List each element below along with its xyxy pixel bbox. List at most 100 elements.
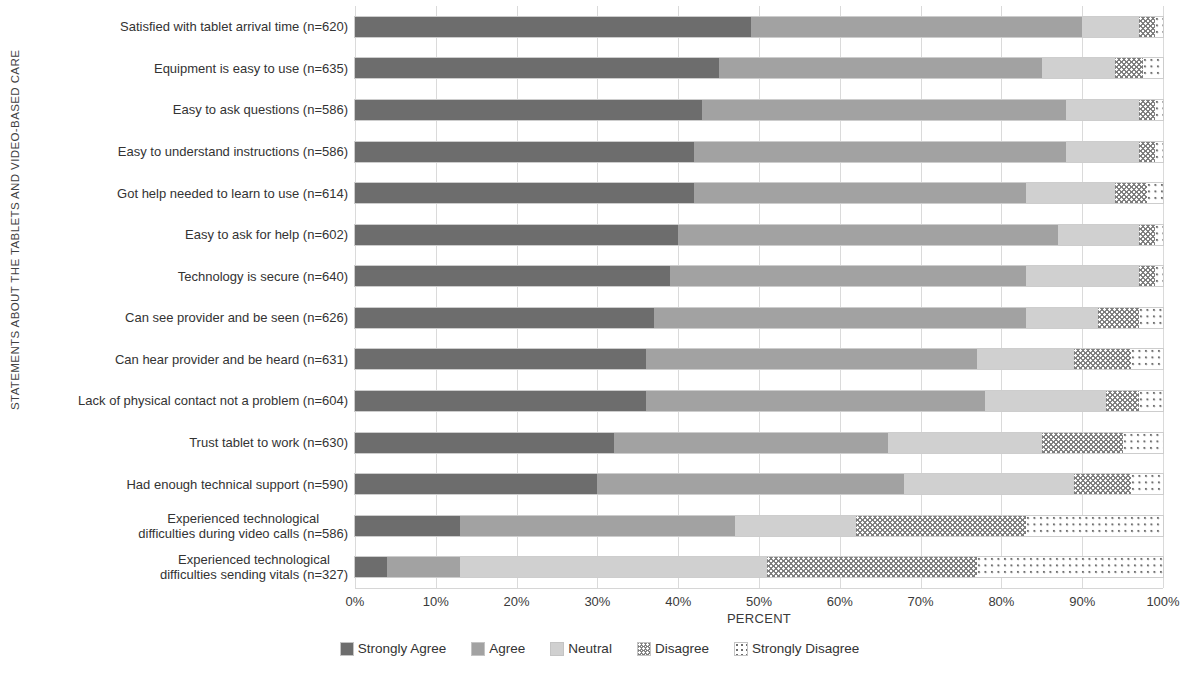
category-label: Easy to ask for help (n=602) xyxy=(185,227,348,242)
legend-label: Strongly Agree xyxy=(358,641,447,656)
stacked-bar xyxy=(355,17,1163,37)
bar-row xyxy=(355,297,1163,339)
category-label-row: Easy to ask for help (n=602) xyxy=(28,214,348,256)
bar-segment-agree xyxy=(702,100,1066,120)
bar-segment-strongly-agree xyxy=(355,17,751,37)
bar-segment-neutral xyxy=(888,433,1042,453)
category-label: Equipment is easy to use (n=635) xyxy=(154,61,348,76)
stacked-bar-chart: STATEMENTS ABOUT THE TABLETS AND VIDEO-B… xyxy=(0,0,1200,675)
bar-segment-disagree xyxy=(1139,100,1155,120)
bar-segment-neutral xyxy=(977,349,1074,369)
bar-segment-disagree xyxy=(1074,349,1131,369)
stacked-bar xyxy=(355,349,1163,369)
category-label: Can hear provider and be heard (n=631) xyxy=(115,352,348,367)
category-label: Satisfied with tablet arrival time (n=62… xyxy=(120,19,348,34)
bar-segment-disagree xyxy=(1139,266,1155,286)
stacked-bar xyxy=(355,557,1163,577)
bar-segment-disagree xyxy=(1139,225,1155,245)
bar-segment-neutral xyxy=(985,391,1106,411)
bar-segment-neutral xyxy=(1026,183,1115,203)
bar-segment-agree xyxy=(387,557,460,577)
x-tick-label: 70% xyxy=(908,594,934,609)
bar-segment-strongly-disagree xyxy=(1139,308,1163,328)
bar-segment-strongly-agree xyxy=(355,142,694,162)
bar-segment-strongly-disagree xyxy=(977,557,1163,577)
bar-segment-strongly-disagree xyxy=(1139,391,1163,411)
category-label-row: Lack of physical contact not a problem (… xyxy=(28,380,348,422)
category-label: Got help needed to learn to use (n=614) xyxy=(117,186,348,201)
bar-segment-neutral xyxy=(1066,142,1139,162)
stacked-bar xyxy=(355,100,1163,120)
bar-segment-strongly-disagree xyxy=(1131,474,1163,494)
bar-segment-strongly-disagree xyxy=(1155,225,1163,245)
bar-segment-disagree xyxy=(1106,391,1138,411)
bar-segment-strongly-disagree xyxy=(1143,58,1163,78)
x-tick-label: 100% xyxy=(1146,594,1179,609)
bar-row xyxy=(355,48,1163,90)
category-labels: Satisfied with tablet arrival time (n=62… xyxy=(28,6,348,588)
legend-swatch-disagree-icon xyxy=(638,643,650,655)
bars xyxy=(355,6,1163,588)
y-axis-title: STATEMENTS ABOUT THE TABLETS AND VIDEO-B… xyxy=(6,10,24,450)
x-axis-ticks: 0%10%20%30%40%50%60%70%80%90%100% xyxy=(355,594,1163,610)
legend-label: Agree xyxy=(489,641,525,656)
bar-segment-strongly-agree xyxy=(355,58,719,78)
stacked-bar xyxy=(355,183,1163,203)
bar-segment-agree xyxy=(646,391,985,411)
category-label: Lack of physical contact not a problem (… xyxy=(78,393,348,408)
stacked-bar xyxy=(355,474,1163,494)
stacked-bar xyxy=(355,225,1163,245)
x-tick-label: 40% xyxy=(665,594,691,609)
x-tick-label: 30% xyxy=(584,594,610,609)
bar-segment-agree xyxy=(694,183,1025,203)
bar-segment-strongly-disagree xyxy=(1155,142,1163,162)
bar-segment-neutral xyxy=(1082,17,1139,37)
bar-segment-strongly-agree xyxy=(355,433,614,453)
bar-segment-strongly-disagree xyxy=(1155,100,1163,120)
stacked-bar xyxy=(355,142,1163,162)
legend: Strongly AgreeAgreeNeutralDisagreeStrong… xyxy=(0,641,1200,656)
bar-segment-agree xyxy=(751,17,1082,37)
bar-segment-neutral xyxy=(1026,308,1099,328)
bar-segment-disagree xyxy=(1139,142,1155,162)
bar-segment-strongly-disagree xyxy=(1155,266,1163,286)
legend-item-agree: Agree xyxy=(472,641,525,656)
bar-row xyxy=(355,547,1163,589)
category-label-row: Experienced technological difficulties d… xyxy=(28,505,348,547)
x-axis-title: PERCENT xyxy=(355,611,1163,626)
x-tick-label: 80% xyxy=(988,594,1014,609)
category-label-row: Trust tablet to work (n=630) xyxy=(28,422,348,464)
bar-segment-neutral xyxy=(1042,58,1115,78)
bar-row xyxy=(355,339,1163,381)
bar-segment-neutral xyxy=(1058,225,1139,245)
x-tick-label: 50% xyxy=(746,594,772,609)
legend-label: Disagree xyxy=(655,641,709,656)
category-label-row: Can see provider and be seen (n=626) xyxy=(28,297,348,339)
x-tick-label: 0% xyxy=(346,594,365,609)
category-label: Experienced technological difficulties d… xyxy=(138,511,348,541)
bar-segment-agree xyxy=(614,433,889,453)
bar-row xyxy=(355,463,1163,505)
category-label: Experienced technological difficulties s… xyxy=(160,552,348,582)
bar-segment-strongly-agree xyxy=(355,308,654,328)
bar-segment-strongly-disagree xyxy=(1026,516,1163,536)
bar-row xyxy=(355,380,1163,422)
stacked-bar xyxy=(355,58,1163,78)
bar-segment-strongly-disagree xyxy=(1123,433,1163,453)
x-tick-label: 60% xyxy=(827,594,853,609)
legend-swatch-agree-icon xyxy=(472,643,484,655)
category-label: Easy to understand instructions (n=586) xyxy=(118,144,348,159)
bar-row xyxy=(355,89,1163,131)
legend-swatch-strongly-agree-icon xyxy=(341,643,353,655)
bar-segment-agree xyxy=(694,142,1066,162)
bar-segment-strongly-disagree xyxy=(1147,183,1163,203)
bar-segment-disagree xyxy=(1115,183,1147,203)
category-label: Had enough technical support (n=590) xyxy=(126,477,348,492)
stacked-bar xyxy=(355,516,1163,536)
bar-segment-strongly-agree xyxy=(355,266,670,286)
bar-segment-strongly-disagree xyxy=(1155,17,1163,37)
plot-area xyxy=(355,6,1163,589)
category-label-row: Technology is secure (n=640) xyxy=(28,255,348,297)
category-label-row: Easy to ask questions (n=586) xyxy=(28,89,348,131)
stacked-bar xyxy=(355,266,1163,286)
